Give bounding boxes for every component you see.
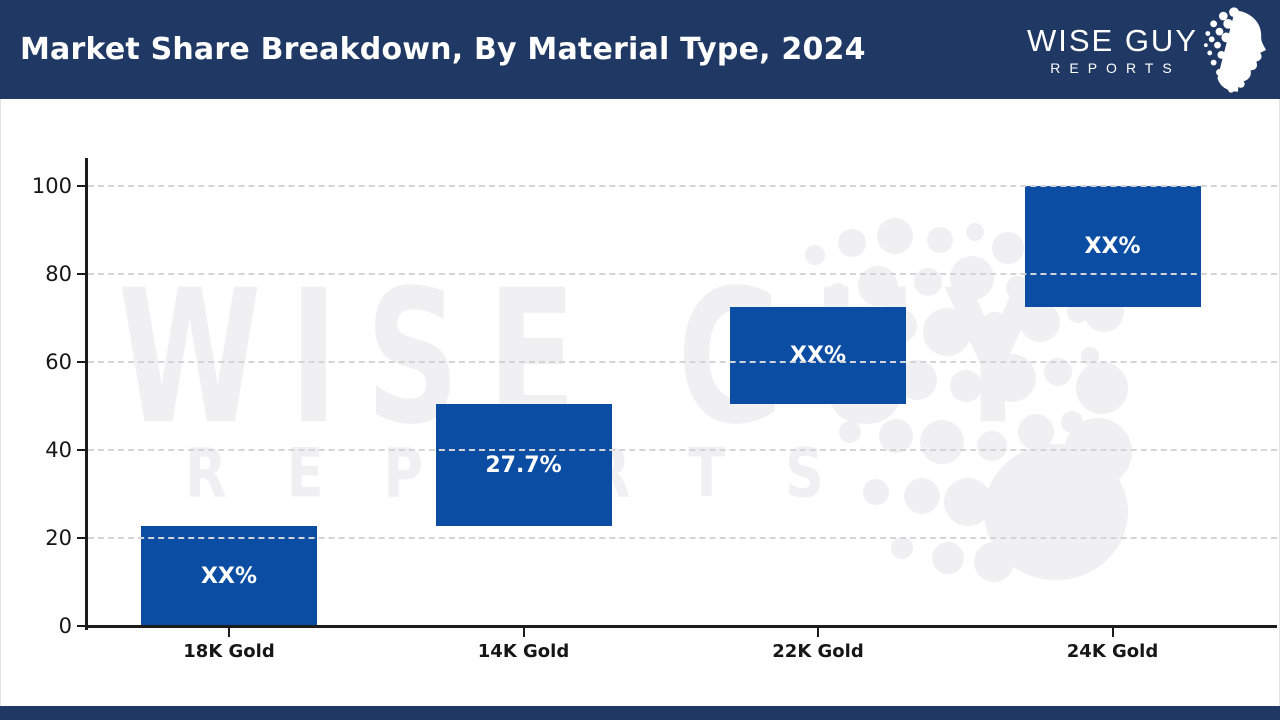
bar-value-label-24k-gold: XX% <box>1084 233 1141 259</box>
bar-value-label-14k-gold: 27.7% <box>485 452 562 478</box>
gridline-20 <box>88 536 1277 539</box>
gridline-40 <box>88 448 1277 451</box>
x-tick-24k-gold <box>1111 628 1114 637</box>
gridline-100 <box>88 184 1277 187</box>
y-tick-60 <box>77 360 85 363</box>
logo-wordmark: WISE GUY <box>1026 22 1198 58</box>
y-tick-label-20: 20 <box>45 525 72 550</box>
x-tick-label-24k-gold: 24K Gold <box>1066 641 1159 662</box>
bar-value-label-18k-gold: XX% <box>201 563 257 589</box>
y-tick-40 <box>77 448 85 451</box>
bar-14k-gold: 27.7% <box>435 404 612 527</box>
chart-title: Market Share Breakdown, By Material Type… <box>20 32 866 67</box>
header-band: Market Share Breakdown, By Material Type… <box>0 0 1280 99</box>
y-tick-label-0: 0 <box>58 614 72 638</box>
x-tick-22k-gold <box>817 628 819 637</box>
y-tick-label-60: 60 <box>45 349 72 374</box>
x-tick-label-18k-gold: 18K Gold <box>183 641 275 662</box>
logo-head-icon <box>1203 6 1266 93</box>
x-tick-label-22k-gold: 22K Gold <box>772 641 864 662</box>
x-axis-line <box>85 625 1277 628</box>
y-tick-label-100: 100 <box>31 173 72 198</box>
y-tick-100 <box>77 184 85 187</box>
x-tick-18k-gold <box>228 628 230 637</box>
gridline-80 <box>88 272 1277 275</box>
logo-text: WISE GUY REPORTS <box>1026 22 1198 76</box>
y-tick-20 <box>77 536 85 539</box>
logo-subtitle: REPORTS <box>1050 59 1181 76</box>
footer-band <box>0 706 1280 720</box>
bar-24k-gold: XX% <box>1024 185 1201 308</box>
bar-18k-gold: XX% <box>141 526 317 626</box>
wiseguy-logo: WISE GUY REPORTS <box>1027 6 1266 94</box>
x-tick-label-14k-gold: 14K Gold <box>477 641 570 662</box>
y-tick-0 <box>77 625 85 627</box>
gridline-60 <box>88 360 1277 363</box>
x-tick-14k-gold <box>522 628 525 637</box>
bar-22k-gold: XX% <box>730 307 906 405</box>
y-axis-line <box>85 158 88 630</box>
y-tick-80 <box>77 272 85 275</box>
y-tick-label-80: 80 <box>45 261 72 286</box>
bar-value-label-22k-gold: XX% <box>790 343 846 369</box>
y-tick-label-40: 40 <box>45 437 72 462</box>
